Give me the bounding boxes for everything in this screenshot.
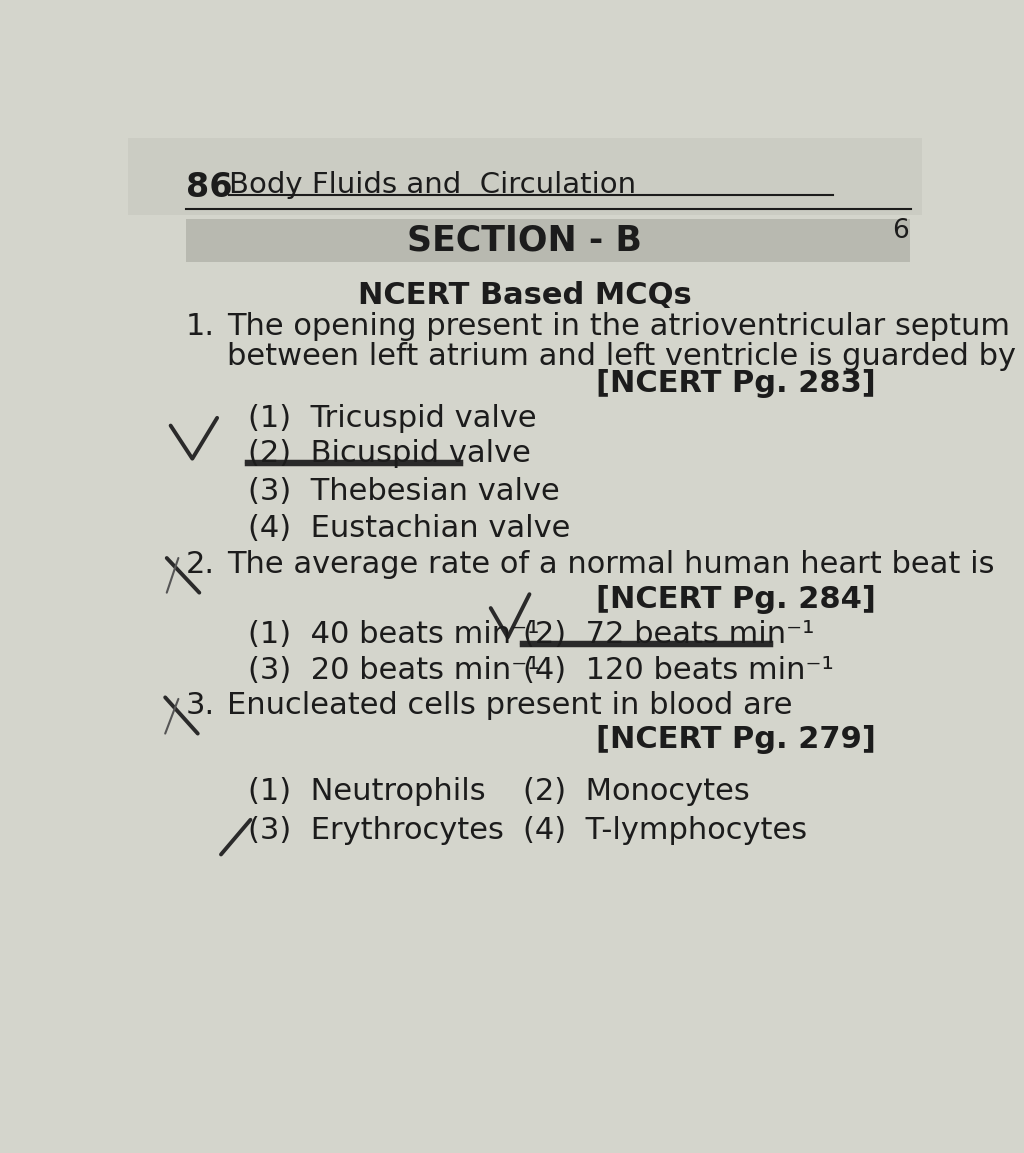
Text: (4)  Eustachian valve: (4) Eustachian valve (248, 514, 570, 543)
Text: NCERT Based MCQs: NCERT Based MCQs (358, 281, 691, 310)
Text: The opening present in the atrioventricular septum: The opening present in the atrioventricu… (227, 311, 1011, 340)
Text: Body Fluids and  Circulation: Body Fluids and Circulation (228, 171, 636, 198)
Text: (2)  Bicuspid valve: (2) Bicuspid valve (248, 438, 531, 468)
Text: 3.: 3. (186, 691, 215, 721)
Text: 86: 86 (186, 171, 232, 204)
Text: (3)  Erythrocytes: (3) Erythrocytes (248, 816, 504, 845)
Text: The average rate of a normal human heart beat is: The average rate of a normal human heart… (227, 550, 994, 579)
Text: (3)  Thebesian valve: (3) Thebesian valve (248, 477, 560, 506)
Text: SECTION - B: SECTION - B (408, 224, 642, 257)
Text: between left atrium and left ventricle is guarded by: between left atrium and left ventricle i… (227, 342, 1016, 371)
Text: (4)  T-lymphocytes: (4) T-lymphocytes (523, 816, 807, 845)
Text: [NCERT Pg. 284]: [NCERT Pg. 284] (596, 585, 876, 613)
Text: (1)  Tricuspid valve: (1) Tricuspid valve (248, 404, 537, 434)
Text: (1)  Neutrophils: (1) Neutrophils (248, 777, 485, 806)
Text: (2)  72 beats min⁻¹: (2) 72 beats min⁻¹ (523, 619, 815, 649)
Text: 6: 6 (893, 218, 909, 243)
Text: (4)  120 beats min⁻¹: (4) 120 beats min⁻¹ (523, 656, 834, 685)
Text: [NCERT Pg. 279]: [NCERT Pg. 279] (596, 725, 876, 754)
Text: (1)  40 beats min⁻¹: (1) 40 beats min⁻¹ (248, 619, 540, 649)
Bar (186, 219, 910, 262)
Text: 2.: 2. (186, 550, 215, 579)
Text: [NCERT Pg. 283]: [NCERT Pg. 283] (596, 369, 876, 398)
Text: Enucleated cells present in blood are: Enucleated cells present in blood are (227, 691, 793, 721)
Text: (2)  Monocytes: (2) Monocytes (523, 777, 750, 806)
Bar (128, 138, 922, 216)
Text: 1.: 1. (186, 311, 215, 340)
Text: (3)  20 beats min⁻¹: (3) 20 beats min⁻¹ (248, 656, 540, 685)
